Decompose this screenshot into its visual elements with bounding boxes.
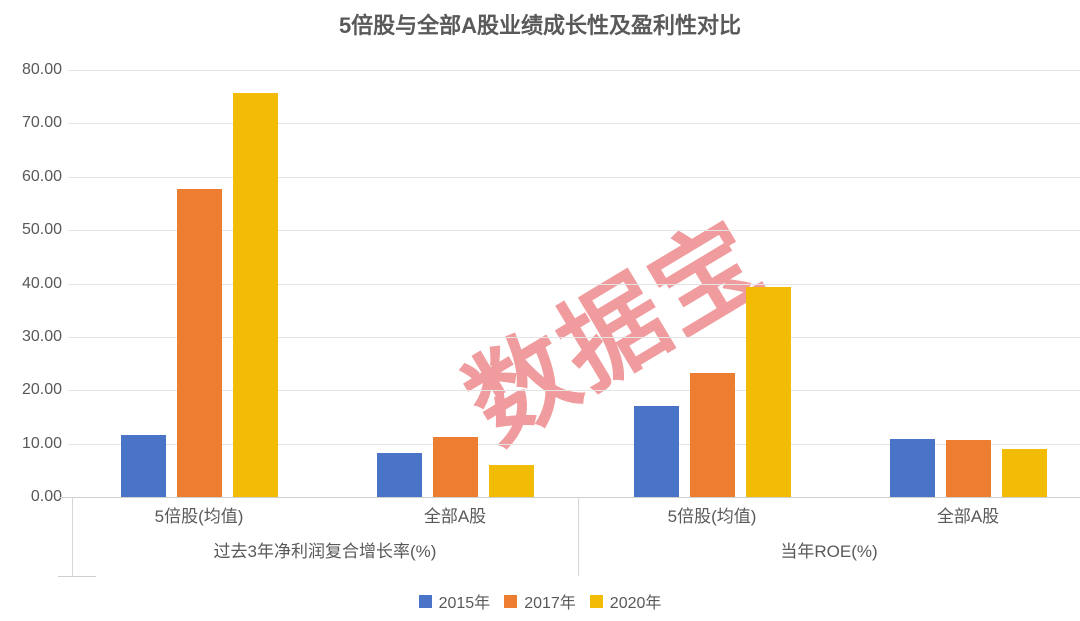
category-label: 5倍股(均值) <box>154 507 244 526</box>
category-separator-line <box>578 497 579 576</box>
bar-2015年 <box>120 435 166 497</box>
category-label: 5倍股(均值) <box>667 507 757 526</box>
y-axis-tick-label: 20.00 <box>21 381 62 399</box>
category-axis-edge-tick <box>58 576 96 577</box>
bar-2020年 <box>745 286 791 497</box>
bar-2017年 <box>432 437 478 497</box>
y-axis-tick-label: 60.00 <box>21 167 62 185</box>
bar-2015年 <box>376 453 422 497</box>
bar-2020年 <box>1001 449 1047 497</box>
y-axis-tick-label: 0.00 <box>30 488 62 505</box>
legend-item: 2017年 <box>504 589 576 613</box>
gridline <box>68 123 1080 125</box>
y-axis-tick-label: 10.00 <box>21 434 62 452</box>
legend: 2015年 2017年 2020年 <box>0 589 1080 613</box>
chart-title: 5倍股与全部A股业绩成长性及盈利性对比 <box>338 13 742 38</box>
category-label: 全部A股 <box>423 507 487 526</box>
category-separator-line <box>72 497 73 576</box>
legend-label: 2020年 <box>609 595 662 612</box>
legend-item: 2015年 <box>418 589 491 613</box>
bar-2020年 <box>232 92 278 497</box>
y-axis-tick-label: 40.00 <box>21 274 62 292</box>
category-label: 全部A股 <box>936 507 1000 526</box>
legend-item: 2020年 <box>589 589 662 613</box>
gridline <box>68 390 1080 392</box>
legend-swatch-icon <box>418 594 432 608</box>
y-axis-tick-label: 70.00 <box>21 114 62 132</box>
y-axis-tick-label: 80.00 <box>21 61 62 78</box>
legend-label: 2017年 <box>524 595 576 612</box>
gridline <box>68 443 1080 445</box>
x-axis-line <box>60 497 1080 498</box>
bar-2020年 <box>488 464 534 497</box>
bar-2015年 <box>889 438 935 497</box>
gridline <box>68 336 1080 338</box>
bar-2015年 <box>633 405 679 497</box>
legend-swatch-icon <box>589 594 603 608</box>
bar-2017年 <box>945 439 991 497</box>
legend-swatch-icon <box>504 594 518 608</box>
gridline <box>68 283 1080 285</box>
y-axis-tick-label: 30.00 <box>21 327 62 345</box>
panel-label: 过去3年净利润复合增长率(%) <box>213 542 437 561</box>
bar-2017年 <box>689 372 735 497</box>
gridline <box>68 176 1080 178</box>
y-axis-tick-label: 50.00 <box>21 221 62 239</box>
bar-2017年 <box>176 189 222 497</box>
gridline <box>68 70 1080 71</box>
panel-label: 当年ROE(%) <box>780 542 878 561</box>
legend-label: 2015年 <box>438 595 491 612</box>
gridline <box>68 230 1080 232</box>
